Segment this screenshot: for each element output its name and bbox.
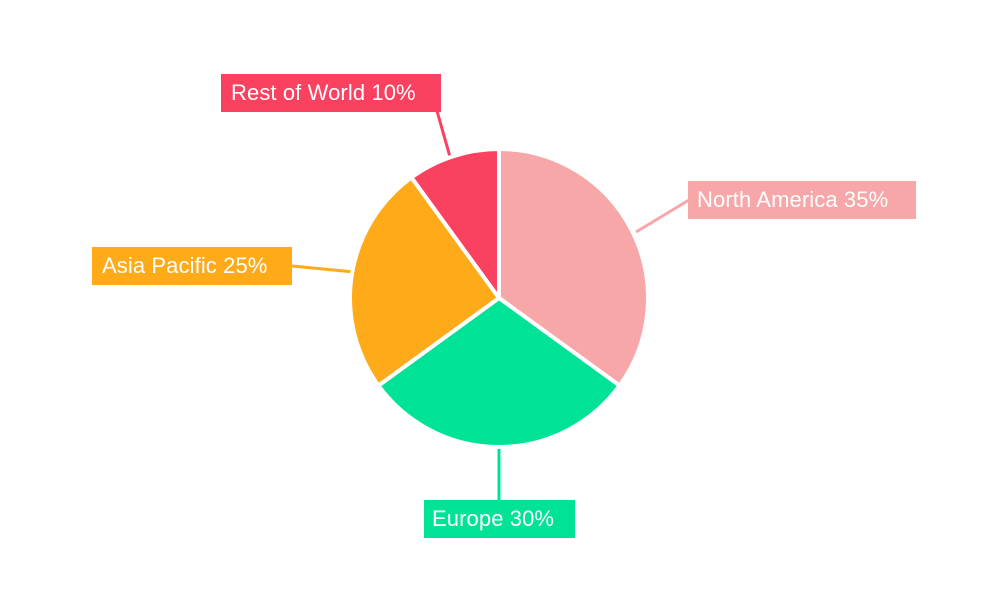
pie-slice-rest-of-world[interactable]: Rest of World 10% (409, 147, 501, 300)
callout-label-text: Asia Pacific 25% (102, 253, 268, 278)
leader-line-asia-pacific (291, 264, 355, 274)
leader-line-north-america (635, 198, 690, 234)
callout-label-rest-of-world[interactable]: Rest of World 10% (221, 74, 441, 112)
pie-slice-north-america[interactable]: North America 35% (497, 147, 650, 388)
callout-label-text: North America 35% (697, 187, 889, 212)
callout-label-asia-pacific[interactable]: Asia Pacific 25% (92, 247, 292, 285)
pie-slice-europe[interactable]: Europe 30% (376, 296, 622, 449)
callout-label-north-america[interactable]: North America 35% (688, 181, 916, 219)
pie-slices-group: North America 35%Europe 30%Asia Pacific … (348, 147, 650, 449)
callout-label-europe[interactable]: Europe 30% (424, 500, 575, 538)
callout-label-text: Europe 30% (432, 506, 555, 531)
callout-label-text: Rest of World 10% (231, 80, 416, 105)
pie-slice-asia-pacific[interactable]: Asia Pacific 25% (348, 175, 501, 388)
